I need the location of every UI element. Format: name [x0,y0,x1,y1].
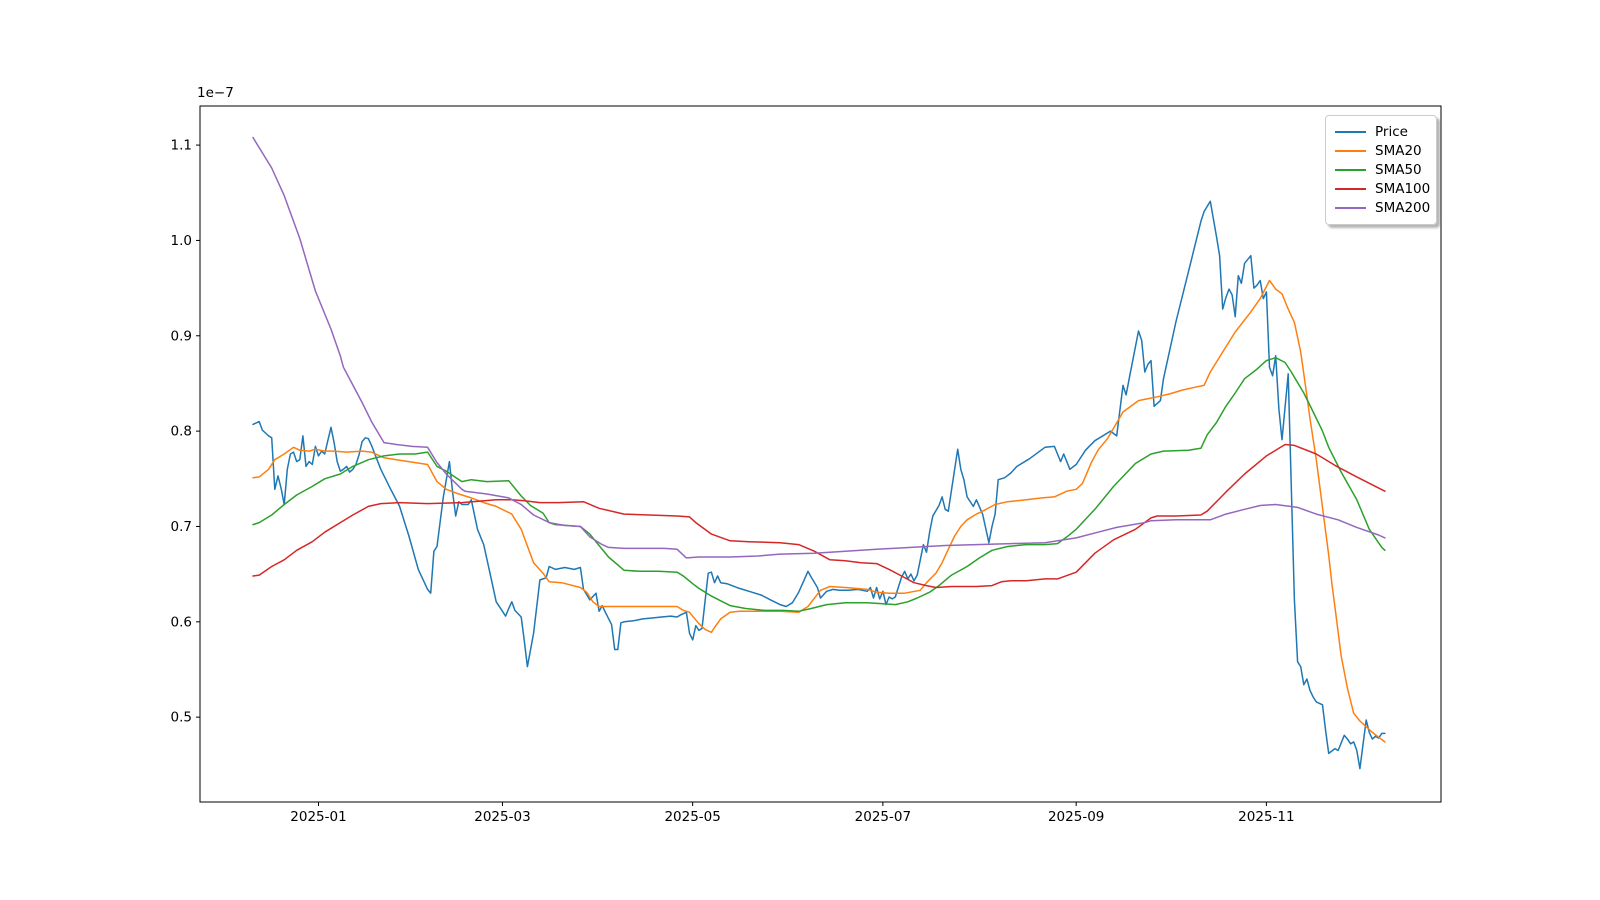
x-tick-label: 2025-03 [474,809,530,825]
y-tick-label: 0.8 [171,424,192,440]
legend-item-sma100: SMA100 [1335,180,1430,199]
legend-label: SMA20 [1375,142,1422,159]
sma200-line [252,136,1386,559]
legend-item-sma20: SMA20 [1335,141,1426,160]
legend-label: SMA200 [1375,200,1431,217]
price-line [252,200,1386,770]
sma100-line [252,443,1386,589]
y-tick-label: 0.5 [171,710,192,726]
axes-spines [199,105,1442,803]
y-tick-label: 0.6 [171,614,192,630]
y-axis-offset-label: 1e−7 [197,85,234,101]
legend-label: SMA100 [1375,181,1431,198]
legend-line-swatch [1335,149,1366,152]
legend-line-swatch [1335,188,1366,191]
y-tick-label: 1.1 [171,138,192,154]
x-tick-label: 2025-05 [664,809,720,825]
y-tick-label: 0.7 [171,519,192,535]
axis-ticks: 2025-01 2025-03 2025-05 2025-07 2025-09 2025-… [171,138,1295,825]
legend-item-sma200: SMA200 [1335,199,1430,218]
legend-line-swatch [1335,207,1366,210]
legend-line-swatch [1335,130,1366,133]
x-tick-label: 2025-09 [1048,809,1104,825]
legend-label: Price [1375,123,1408,140]
legend: Price SMA20 SMA50 SMA100 SMA200 [1325,115,1437,225]
legend-item-price: Price [1335,122,1426,141]
y-tick-label: 0.9 [171,328,192,344]
x-tick-label: 2025-07 [855,809,911,825]
legend-item-sma50: SMA50 [1335,160,1426,179]
legend-line-swatch [1335,169,1366,171]
legend-label: SMA50 [1375,162,1422,178]
sma20-line [252,279,1386,743]
sma50-line [252,356,1386,613]
x-tick-label: 2025-11 [1238,809,1294,825]
y-tick-label: 1.0 [171,233,192,249]
x-tick-label: 2025-01 [290,809,346,825]
chart-series [252,136,1386,770]
